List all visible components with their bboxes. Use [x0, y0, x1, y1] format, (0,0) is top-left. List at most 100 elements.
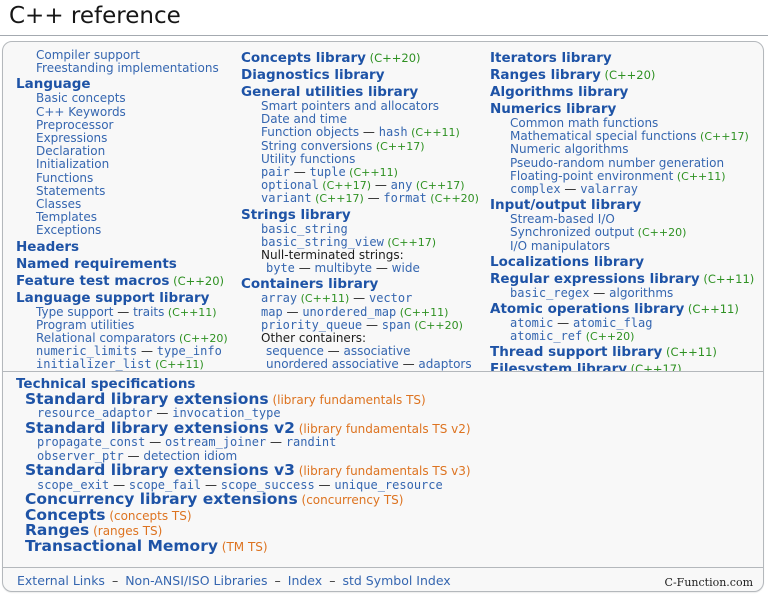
link-floating-point-environment[interactable]: Floating-point environment — [510, 168, 674, 183]
link-stream-based-i-o[interactable]: Stream-based I/O — [510, 212, 615, 227]
code-link-pair[interactable]: pair — [261, 165, 290, 180]
link-smart-pointers-and-allocators[interactable]: Smart pointers and allocators — [261, 99, 440, 113]
section-link-concepts[interactable]: Concepts — [25, 505, 106, 524]
section-link-strings-library[interactable]: Strings library — [241, 206, 351, 223]
link-declaration[interactable]: Declaration — [36, 144, 106, 159]
section-link-containers-library[interactable]: Containers library — [241, 276, 379, 293]
footer-link-std-symbol-index[interactable]: std Symbol Index — [342, 573, 451, 588]
link-unordered-associative[interactable]: unordered associative — [266, 357, 399, 372]
section-link-thread-support-library[interactable]: Thread support library — [490, 344, 663, 361]
link-relational-comparators[interactable]: Relational comparators — [36, 331, 176, 346]
link-classes[interactable]: Classes — [36, 197, 82, 212]
code-link-basic-string[interactable]: basic_string — [261, 221, 348, 236]
link-utility-functions[interactable]: Utility functions — [261, 151, 356, 166]
section-link-atomic-operations-library[interactable]: Atomic operations library — [490, 301, 685, 318]
code-link-basic-regex[interactable]: basic_regex — [510, 285, 590, 300]
code-link-unordered-map[interactable]: unordered_map — [302, 304, 397, 319]
code-link-scope-success[interactable]: scope_success — [220, 477, 315, 492]
link-program-utilities[interactable]: Program utilities — [36, 317, 135, 332]
section-link-regular-expressions-library[interactable]: Regular expressions library — [490, 270, 700, 287]
link-multibyte[interactable]: multibyte — [314, 261, 373, 276]
link-freestanding-implementations[interactable]: Freestanding implementations — [36, 61, 219, 76]
code-link-numeric-limits[interactable]: numeric_limits — [36, 344, 138, 359]
link-sequence[interactable]: sequence — [266, 344, 324, 359]
code-link-initializer-list[interactable]: initializer_list — [36, 357, 152, 372]
code-link-byte[interactable]: byte — [266, 261, 295, 276]
code-link-propagate-const[interactable]: propagate_const — [37, 435, 146, 449]
section-link-transactional-memory[interactable]: Transactional Memory — [25, 536, 218, 555]
link-exceptions[interactable]: Exceptions — [36, 223, 102, 238]
link-pseudo-random-number-generation[interactable]: Pseudo-random number generation — [510, 155, 725, 170]
link-numeric-algorithms[interactable]: Numeric algorithms — [510, 142, 629, 157]
link-traits[interactable]: traits — [133, 304, 165, 319]
code-link-unique-resource[interactable]: unique_resource — [334, 477, 443, 492]
link-common-math-functions[interactable]: Common math functions — [510, 116, 659, 130]
code-link-priority-queue[interactable]: priority_queue — [261, 317, 363, 332]
link-functions[interactable]: Functions — [36, 170, 94, 185]
section-link-ranges[interactable]: Ranges — [25, 521, 90, 539]
code-link-scope-fail[interactable]: scope_fail — [128, 477, 202, 492]
section-link-standard-library-extensions-v2[interactable]: Standard library extensions v2 — [25, 418, 295, 437]
link-wide[interactable]: wide — [391, 261, 420, 276]
code-link-valarray[interactable]: valarray — [580, 182, 639, 197]
link-initialization[interactable]: Initialization — [36, 157, 110, 172]
code-link-scope-exit[interactable]: scope_exit — [37, 477, 110, 492]
section-link-language[interactable]: Language — [16, 76, 91, 93]
link-algorithms[interactable]: algorithms — [609, 285, 674, 300]
section-link-diagnostics-library[interactable]: Diagnostics library — [241, 67, 385, 83]
section-link-numerics-library[interactable]: Numerics library — [490, 101, 617, 117]
link-preprocessor[interactable]: Preprocessor — [36, 117, 114, 132]
link-expressions[interactable]: Expressions — [36, 131, 108, 146]
link-string-conversions[interactable]: String conversions — [261, 138, 373, 153]
link-associative[interactable]: associative — [343, 344, 411, 359]
section-link-localizations-library[interactable]: Localizations library — [490, 253, 645, 270]
section-link-headers[interactable]: Headers — [16, 238, 80, 255]
section-link-technical-specifications[interactable]: Technical specifications — [16, 376, 196, 392]
code-link-randint[interactable]: randint — [285, 435, 337, 449]
code-link-type-info[interactable]: type_info — [156, 344, 222, 359]
code-link-observer-ptr[interactable]: observer_ptr — [37, 448, 124, 463]
link-compiler-support[interactable]: Compiler support — [36, 48, 140, 62]
code-link-map[interactable]: map — [261, 304, 283, 319]
code-link-tuple[interactable]: tuple — [309, 165, 346, 180]
code-link-atomic-flag[interactable]: atomic_flag — [573, 316, 653, 331]
link-i-o-manipulators[interactable]: I/O manipulators — [510, 238, 610, 253]
code-link-ostream-joiner[interactable]: ostream_joiner — [165, 435, 267, 449]
link-type-support[interactable]: Type support — [36, 304, 114, 319]
code-link-optional[interactable]: optional — [261, 178, 319, 193]
link-statements[interactable]: Statements — [36, 183, 106, 198]
code-link-hash[interactable]: hash — [378, 125, 408, 140]
footer-link-non-ansi-iso-libraries[interactable]: Non-ANSI/ISO Libraries — [125, 573, 268, 588]
code-link-span[interactable]: span — [381, 317, 411, 332]
section-link-concepts-library[interactable]: Concepts library — [241, 50, 366, 66]
section-link-standard-library-extensions-v3[interactable]: Standard library extensions v3 — [25, 461, 295, 479]
section-link-standard-library-extensions[interactable]: Standard library extensions — [25, 389, 269, 408]
link-mathematical-special-functions[interactable]: Mathematical special functions — [510, 129, 697, 144]
section-link-feature-test-macros[interactable]: Feature test macros — [16, 272, 170, 289]
code-link-any[interactable]: any — [390, 178, 413, 193]
code-link-array[interactable]: array — [261, 291, 298, 306]
section-link-ranges-library[interactable]: Ranges library — [490, 67, 601, 83]
section-link-general-utilities-library[interactable]: General utilities library — [241, 84, 419, 100]
section-link-concurrency-library-extensions[interactable]: Concurrency library extensions — [25, 490, 298, 508]
section-link-input-output-library[interactable]: Input/output library — [490, 197, 642, 214]
link-synchronized-output[interactable]: Synchronized output — [510, 225, 635, 240]
footer-link-index[interactable]: Index — [287, 573, 323, 588]
link-c-keywords[interactable]: C++ Keywords — [36, 104, 126, 119]
code-link-complex[interactable]: complex — [510, 182, 561, 197]
link-templates[interactable]: Templates — [36, 210, 98, 225]
code-link-atomic[interactable]: atomic — [510, 316, 554, 331]
section-link-language-support-library[interactable]: Language support library — [16, 289, 210, 306]
link-function-objects[interactable]: Function objects — [261, 125, 360, 140]
code-link-vector[interactable]: vector — [368, 291, 413, 306]
code-link-basic-string-view[interactable]: basic_string_view — [261, 234, 384, 249]
code-link-resource-adaptor[interactable]: resource_adaptor — [37, 406, 153, 420]
section-link-iterators-library[interactable]: Iterators library — [490, 50, 612, 66]
link-adaptors[interactable]: adaptors — [418, 357, 472, 372]
code-link-invocation-type[interactable]: invocation_type — [172, 406, 281, 420]
code-link-format[interactable]: format — [383, 191, 427, 206]
footer-link-external-links[interactable]: External Links — [17, 573, 105, 588]
code-link-atomic-ref[interactable]: atomic_ref — [510, 329, 583, 344]
section-link-named-requirements[interactable]: Named requirements — [16, 255, 177, 272]
link-detection-idiom[interactable]: detection idiom — [143, 448, 238, 463]
